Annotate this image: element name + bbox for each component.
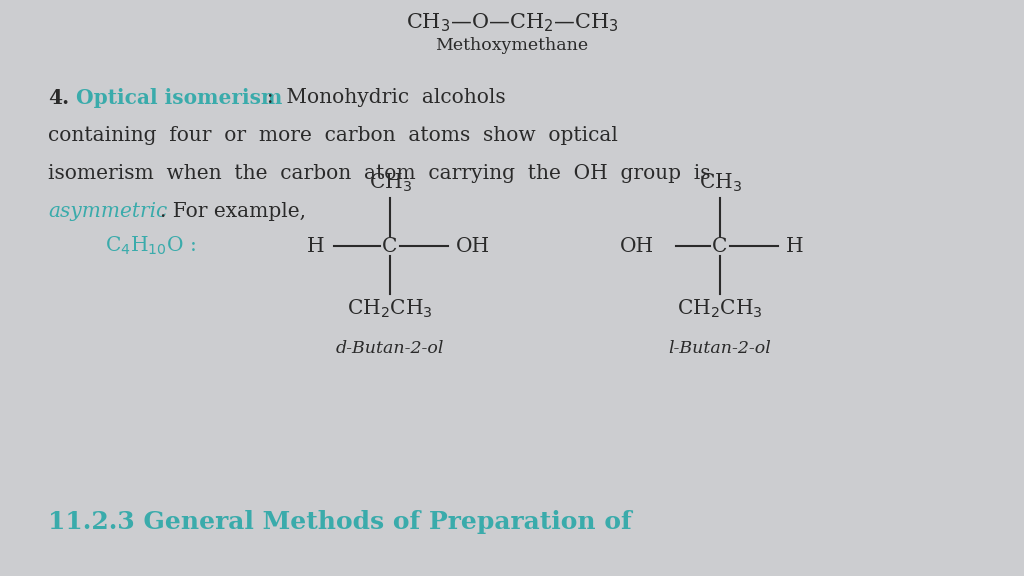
Text: H: H xyxy=(786,237,804,256)
Text: d-Butan-2-ol: d-Butan-2-ol xyxy=(336,340,444,357)
Text: :  Monohydric  alcohols: : Monohydric alcohols xyxy=(254,88,506,107)
Text: . For example,: . For example, xyxy=(160,202,306,221)
Text: C: C xyxy=(382,237,397,256)
Text: CH$_3$—O—CH$_2$—CH$_3$: CH$_3$—O—CH$_2$—CH$_3$ xyxy=(406,11,618,33)
Text: C$_4$H$_{10}$O :: C$_4$H$_{10}$O : xyxy=(105,235,196,257)
Text: CH$_2$CH$_3$: CH$_2$CH$_3$ xyxy=(347,298,433,320)
Text: Methoxymethane: Methoxymethane xyxy=(435,37,589,54)
Text: CH$_2$CH$_3$: CH$_2$CH$_3$ xyxy=(677,298,763,320)
Text: OH: OH xyxy=(456,237,490,256)
Text: asymmetric: asymmetric xyxy=(48,202,167,221)
Text: isomerism  when  the  carbon  atom  carrying  the  OH  group  is: isomerism when the carbon atom carrying … xyxy=(48,164,711,183)
Text: l-Butan-2-ol: l-Butan-2-ol xyxy=(669,340,771,357)
Text: CH$_3$: CH$_3$ xyxy=(369,172,412,194)
Text: H: H xyxy=(306,237,324,256)
Text: CH$_3$: CH$_3$ xyxy=(698,172,741,194)
Text: 11.2.3 General Methods of Preparation of: 11.2.3 General Methods of Preparation of xyxy=(48,510,632,534)
Text: C: C xyxy=(713,237,728,256)
Text: OH: OH xyxy=(620,237,654,256)
Text: 4.: 4. xyxy=(48,88,70,108)
Text: containing  four  or  more  carbon  atoms  show  optical: containing four or more carbon atoms sho… xyxy=(48,126,617,145)
Text: Optical isomerism: Optical isomerism xyxy=(76,88,283,108)
